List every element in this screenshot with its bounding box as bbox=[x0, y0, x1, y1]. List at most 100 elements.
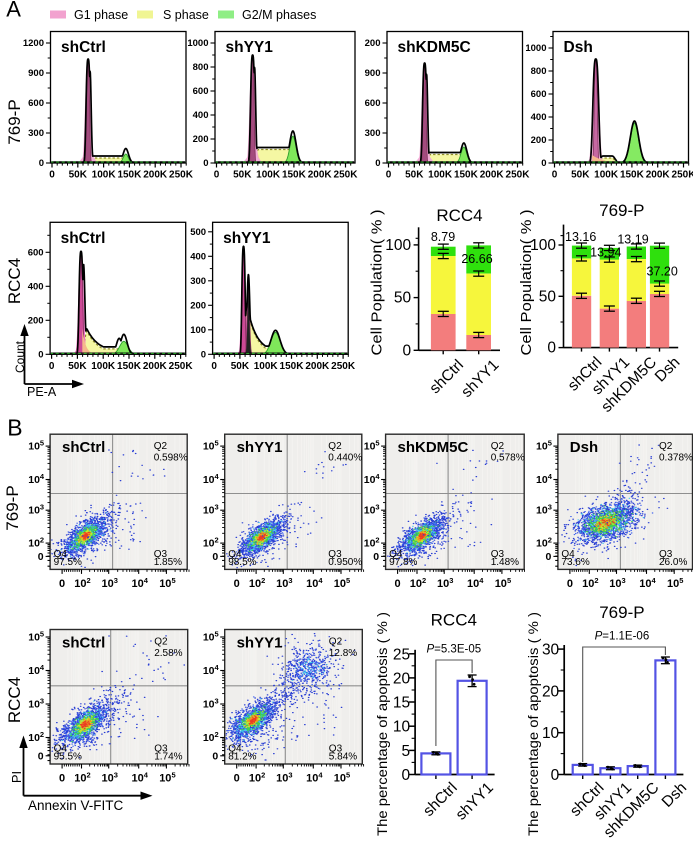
svg-text:600: 600 bbox=[193, 86, 209, 97]
svg-text:13.16: 13.16 bbox=[565, 230, 596, 244]
svg-text:RCC4: RCC4 bbox=[5, 258, 24, 304]
svg-text:Q3: Q3 bbox=[329, 744, 343, 755]
svg-text:50K: 50K bbox=[405, 170, 424, 181]
svg-text:0: 0 bbox=[234, 578, 240, 590]
svg-text:1.48%: 1.48% bbox=[491, 557, 519, 568]
svg-text:26.66: 26.66 bbox=[461, 252, 492, 266]
svg-text:100: 100 bbox=[530, 237, 556, 254]
svg-text:250K: 250K bbox=[334, 170, 359, 181]
svg-text:150K: 150K bbox=[117, 361, 142, 372]
svg-text:shKDM5C: shKDM5C bbox=[398, 39, 471, 56]
svg-text:1200: 1200 bbox=[23, 38, 44, 49]
svg-text:50: 50 bbox=[539, 288, 557, 305]
svg-text:600: 600 bbox=[531, 89, 547, 100]
svg-text:200K: 200K bbox=[308, 170, 333, 181]
svg-text:0.378%: 0.378% bbox=[659, 453, 693, 464]
svg-text:500: 500 bbox=[190, 227, 206, 238]
svg-text:50K: 50K bbox=[571, 170, 590, 181]
svg-text:13.19: 13.19 bbox=[617, 232, 648, 246]
svg-text:200: 200 bbox=[193, 134, 209, 145]
svg-text:100K: 100K bbox=[594, 170, 619, 181]
svg-text:0.440%: 0.440% bbox=[328, 453, 362, 464]
svg-text:200: 200 bbox=[28, 316, 44, 327]
svg-text:1000: 1000 bbox=[187, 38, 208, 49]
svg-text:37.20: 37.20 bbox=[647, 264, 678, 278]
svg-text:600: 600 bbox=[365, 98, 381, 109]
svg-text:900: 900 bbox=[28, 68, 44, 79]
svg-text:0: 0 bbox=[203, 158, 208, 169]
svg-text:Q2: Q2 bbox=[329, 637, 343, 648]
svg-text:20: 20 bbox=[542, 683, 560, 700]
svg-text:26.0%: 26.0% bbox=[659, 557, 687, 568]
svg-text:50K: 50K bbox=[233, 170, 252, 181]
svg-text:250K: 250K bbox=[169, 170, 194, 181]
svg-text:97.8%: 97.8% bbox=[389, 557, 417, 568]
svg-text:400: 400 bbox=[28, 282, 44, 293]
svg-text:50K: 50K bbox=[69, 170, 88, 181]
svg-text:600: 600 bbox=[28, 98, 44, 109]
svg-text:RCC4: RCC4 bbox=[436, 206, 482, 225]
svg-text:0.598%: 0.598% bbox=[154, 453, 188, 464]
svg-text:shYY1: shYY1 bbox=[237, 439, 283, 456]
svg-text:Q4: Q4 bbox=[389, 549, 403, 560]
svg-text:200K: 200K bbox=[646, 170, 671, 181]
svg-text:200: 200 bbox=[190, 301, 206, 312]
svg-text:769-P: 769-P bbox=[599, 603, 644, 622]
svg-text:Q3: Q3 bbox=[659, 549, 673, 560]
svg-text:150K: 150K bbox=[280, 361, 305, 372]
svg-text:0: 0 bbox=[234, 773, 240, 785]
svg-text:150K: 150K bbox=[620, 170, 645, 181]
svg-text:0.578%: 0.578% bbox=[491, 453, 525, 464]
svg-text:1.74%: 1.74% bbox=[154, 752, 182, 763]
svg-text:800: 800 bbox=[531, 66, 547, 77]
svg-text:Dsh: Dsh bbox=[570, 439, 598, 456]
svg-text:150K: 150K bbox=[454, 170, 479, 181]
svg-text:0: 0 bbox=[212, 750, 218, 762]
svg-text:0: 0 bbox=[49, 361, 55, 372]
svg-text:769-P: 769-P bbox=[5, 99, 24, 144]
svg-text:Q3: Q3 bbox=[491, 549, 505, 560]
svg-text:Q2: Q2 bbox=[154, 441, 168, 452]
svg-text:100K: 100K bbox=[91, 361, 116, 372]
svg-text:RCC4: RCC4 bbox=[5, 677, 24, 723]
svg-text:0: 0 bbox=[201, 350, 206, 361]
svg-text:900: 900 bbox=[365, 68, 381, 79]
svg-text:0: 0 bbox=[401, 767, 410, 784]
svg-text:300: 300 bbox=[28, 128, 44, 139]
svg-text:shCtrl: shCtrl bbox=[62, 634, 105, 651]
svg-text:Q4: Q4 bbox=[561, 549, 575, 560]
svg-text:300: 300 bbox=[365, 128, 381, 139]
svg-text:200K: 200K bbox=[143, 170, 168, 181]
svg-text:shCtrl: shCtrl bbox=[61, 39, 106, 56]
svg-text:1000: 1000 bbox=[525, 43, 546, 54]
svg-text:2.58%: 2.58% bbox=[154, 648, 182, 659]
svg-text:50K: 50K bbox=[68, 361, 87, 372]
svg-text:73.6%: 73.6% bbox=[561, 557, 589, 568]
svg-text:100: 100 bbox=[190, 325, 206, 336]
svg-text:81.2%: 81.2% bbox=[228, 752, 256, 763]
svg-text:100K: 100K bbox=[256, 170, 281, 181]
svg-text:Cell Population( % ): Cell Population( % ) bbox=[370, 210, 386, 356]
svg-text:B: B bbox=[7, 414, 22, 440]
svg-text:300: 300 bbox=[190, 276, 206, 287]
svg-text:0: 0 bbox=[541, 158, 546, 169]
svg-text:0: 0 bbox=[39, 158, 44, 169]
svg-text:A: A bbox=[6, 0, 21, 22]
svg-text:PI: PI bbox=[9, 771, 24, 783]
svg-text:0: 0 bbox=[59, 578, 65, 590]
svg-text:0: 0 bbox=[546, 551, 552, 563]
svg-text:100: 100 bbox=[385, 237, 411, 254]
svg-text:Q4: Q4 bbox=[54, 549, 68, 560]
svg-text:0: 0 bbox=[211, 361, 217, 372]
svg-text:100K: 100K bbox=[254, 361, 279, 372]
svg-text:150K: 150K bbox=[117, 170, 142, 181]
svg-text:Q2: Q2 bbox=[491, 441, 505, 452]
svg-text:shCtrl: shCtrl bbox=[61, 230, 106, 247]
svg-text:97.5%: 97.5% bbox=[54, 557, 82, 568]
svg-text:769-P: 769-P bbox=[3, 485, 22, 530]
svg-text:150K: 150K bbox=[282, 170, 307, 181]
svg-text:Q2: Q2 bbox=[154, 637, 168, 648]
svg-text:10: 10 bbox=[393, 719, 411, 736]
svg-text:250K: 250K bbox=[506, 170, 531, 181]
svg-text:800: 800 bbox=[193, 62, 209, 73]
